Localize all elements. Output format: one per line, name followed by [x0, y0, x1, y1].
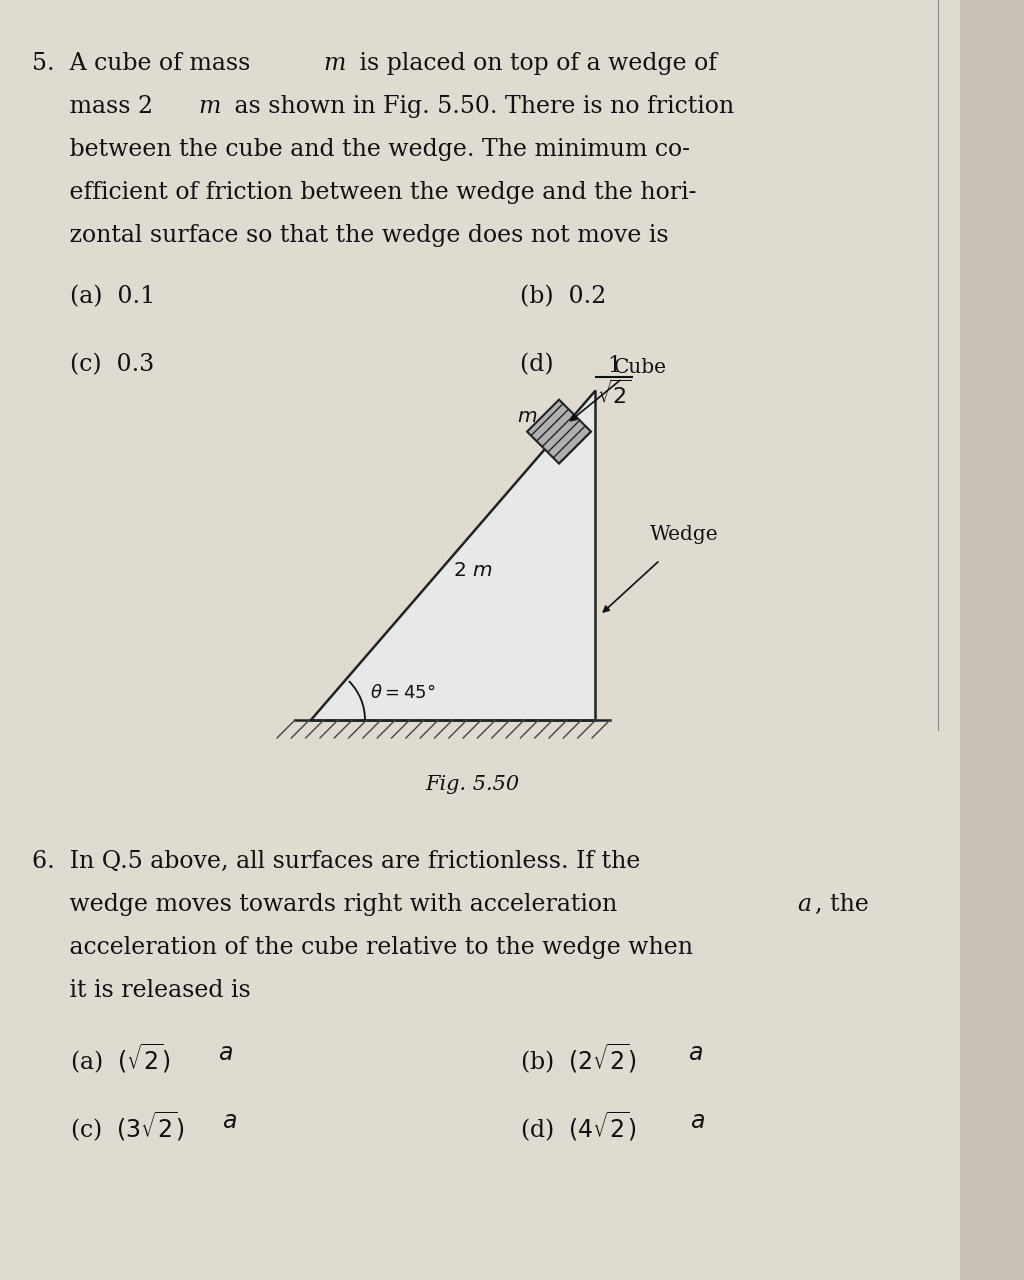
- Text: , the: , the: [815, 893, 869, 916]
- Text: is placed on top of a wedge of: is placed on top of a wedge of: [352, 52, 718, 76]
- Polygon shape: [310, 390, 595, 719]
- Text: as shown in Fig. 5.50. There is no friction: as shown in Fig. 5.50. There is no frict…: [227, 95, 734, 118]
- Text: Fig. 5.50: Fig. 5.50: [425, 774, 519, 794]
- Text: (c)  0.3: (c) 0.3: [70, 353, 155, 376]
- Text: zontal surface so that the wedge does not move is: zontal surface so that the wedge does no…: [32, 224, 669, 247]
- Text: (a)  $(\sqrt{2})$: (a) $(\sqrt{2})$: [70, 1042, 171, 1076]
- Text: efficient of friction between the wedge and the hori-: efficient of friction between the wedge …: [32, 180, 696, 204]
- Text: (c)  $(3\sqrt{2})$: (c) $(3\sqrt{2})$: [70, 1110, 184, 1144]
- Text: $\theta = 45°$: $\theta = 45°$: [370, 684, 435, 701]
- Text: a: a: [797, 893, 811, 916]
- Text: 5.  A cube of mass: 5. A cube of mass: [32, 52, 258, 76]
- Text: $a$: $a$: [688, 1042, 702, 1065]
- Text: 6.  In Q.5 above, all surfaces are frictionless. If the: 6. In Q.5 above, all surfaces are fricti…: [32, 850, 640, 873]
- Text: (a)  0.1: (a) 0.1: [70, 285, 156, 308]
- Text: m: m: [324, 52, 346, 76]
- Text: (b)  0.2: (b) 0.2: [520, 285, 606, 308]
- Text: $\sqrt{2}$: $\sqrt{2}$: [597, 381, 631, 410]
- Text: mass 2: mass 2: [32, 95, 161, 118]
- Text: $m$: $m$: [517, 407, 538, 426]
- Text: $a$: $a$: [222, 1110, 237, 1133]
- Text: $2\ m$: $2\ m$: [453, 561, 493, 580]
- Text: $a$: $a$: [690, 1110, 705, 1133]
- Text: Cube: Cube: [614, 357, 667, 376]
- Text: m: m: [198, 95, 220, 118]
- Text: wedge moves towards right with acceleration: wedge moves towards right with accelerat…: [32, 893, 625, 916]
- Text: acceleration of the cube relative to the wedge when: acceleration of the cube relative to the…: [32, 936, 693, 959]
- Text: $a$: $a$: [218, 1042, 232, 1065]
- Text: between the cube and the wedge. The minimum co-: between the cube and the wedge. The mini…: [32, 138, 690, 161]
- Text: (b)  $(2\sqrt{2})$: (b) $(2\sqrt{2})$: [520, 1042, 637, 1076]
- Text: (d): (d): [520, 353, 568, 376]
- Polygon shape: [527, 399, 591, 463]
- Text: it is released is: it is released is: [32, 979, 251, 1002]
- Text: 1: 1: [607, 355, 622, 378]
- Text: (d)  $(4\sqrt{2})$: (d) $(4\sqrt{2})$: [520, 1110, 637, 1144]
- Text: Wedge: Wedge: [650, 526, 719, 544]
